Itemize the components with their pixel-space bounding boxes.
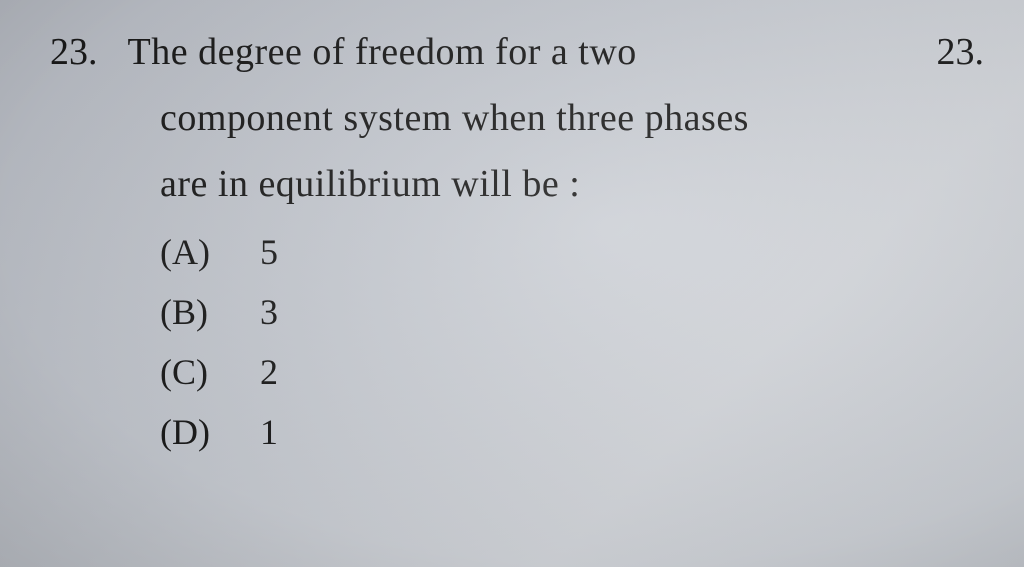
option-b: (B) 3 [160,291,984,333]
option-value: 1 [250,411,278,453]
option-d: (D) 1 [160,411,984,453]
option-value: 5 [250,231,278,273]
question-body: component system when three phases are i… [50,96,984,453]
option-a: (A) 5 [160,231,984,273]
question-page: 23. The degree of freedom for a two 23. … [0,0,1024,501]
option-label: (D) [160,411,250,453]
option-label: (A) [160,231,250,273]
question-text-line2: component system when three phases [160,96,984,140]
option-value: 3 [250,291,278,333]
question-header-row: 23. The degree of freedom for a two 23. [50,30,984,74]
option-c: (C) 2 [160,351,984,393]
question-number-right: 23. [937,30,985,74]
option-label: (B) [160,291,250,333]
question-text-line1: The degree of freedom for a two [128,30,937,74]
option-value: 2 [250,351,278,393]
option-label: (C) [160,351,250,393]
question-text-line3: are in equilibrium will be : [160,162,984,206]
options-list: (A) 5 (B) 3 (C) 2 (D) 1 [160,231,984,453]
question-number-left: 23. [50,30,128,74]
